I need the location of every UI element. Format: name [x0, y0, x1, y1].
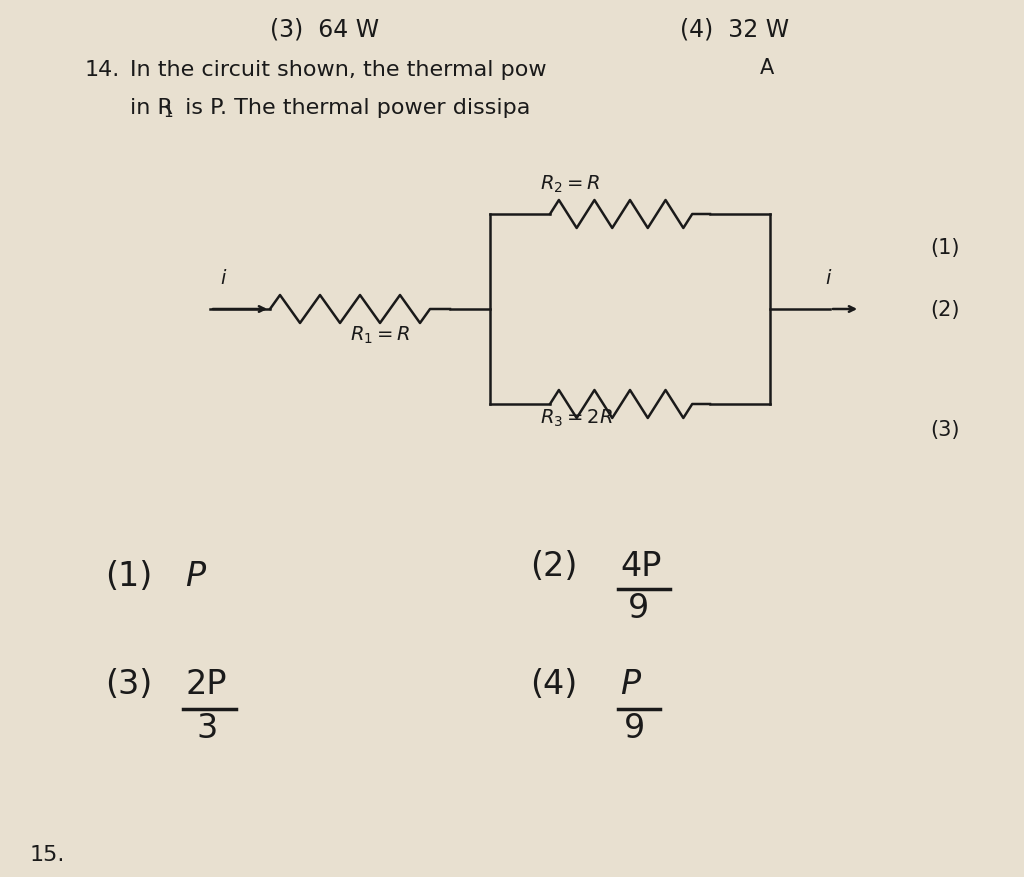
Text: P: P: [185, 560, 205, 592]
Text: (3): (3): [105, 667, 153, 700]
Text: A: A: [760, 58, 774, 78]
Text: i: i: [220, 268, 225, 288]
Text: (3)  64 W: (3) 64 W: [270, 18, 379, 42]
Text: 14.: 14.: [85, 60, 120, 80]
Text: 15.: 15.: [30, 844, 66, 864]
Text: (2): (2): [530, 549, 578, 582]
Text: In the circuit shown, the thermal pow: In the circuit shown, the thermal pow: [130, 60, 547, 80]
Text: $R_2 = R$: $R_2 = R$: [540, 174, 600, 195]
Text: (2): (2): [930, 300, 959, 319]
Text: P: P: [620, 667, 640, 700]
Text: (4)  32 W: (4) 32 W: [680, 18, 790, 42]
Text: (1): (1): [105, 560, 153, 592]
Text: $R_3 = 2R$: $R_3 = 2R$: [540, 408, 612, 429]
Text: (1): (1): [930, 238, 959, 258]
Text: (3): (3): [930, 419, 959, 439]
Text: 2P: 2P: [185, 667, 226, 700]
Text: 9: 9: [624, 711, 645, 745]
Text: i: i: [825, 268, 830, 288]
Text: (4): (4): [530, 667, 578, 700]
Text: 9: 9: [628, 591, 649, 624]
Text: in R: in R: [130, 98, 173, 118]
Text: 1: 1: [163, 105, 173, 120]
Text: $R_1 = R$: $R_1 = R$: [350, 324, 411, 346]
Text: 3: 3: [196, 711, 217, 745]
Text: is P. The thermal power dissipa: is P. The thermal power dissipa: [178, 98, 530, 118]
Text: 4P: 4P: [620, 549, 662, 582]
